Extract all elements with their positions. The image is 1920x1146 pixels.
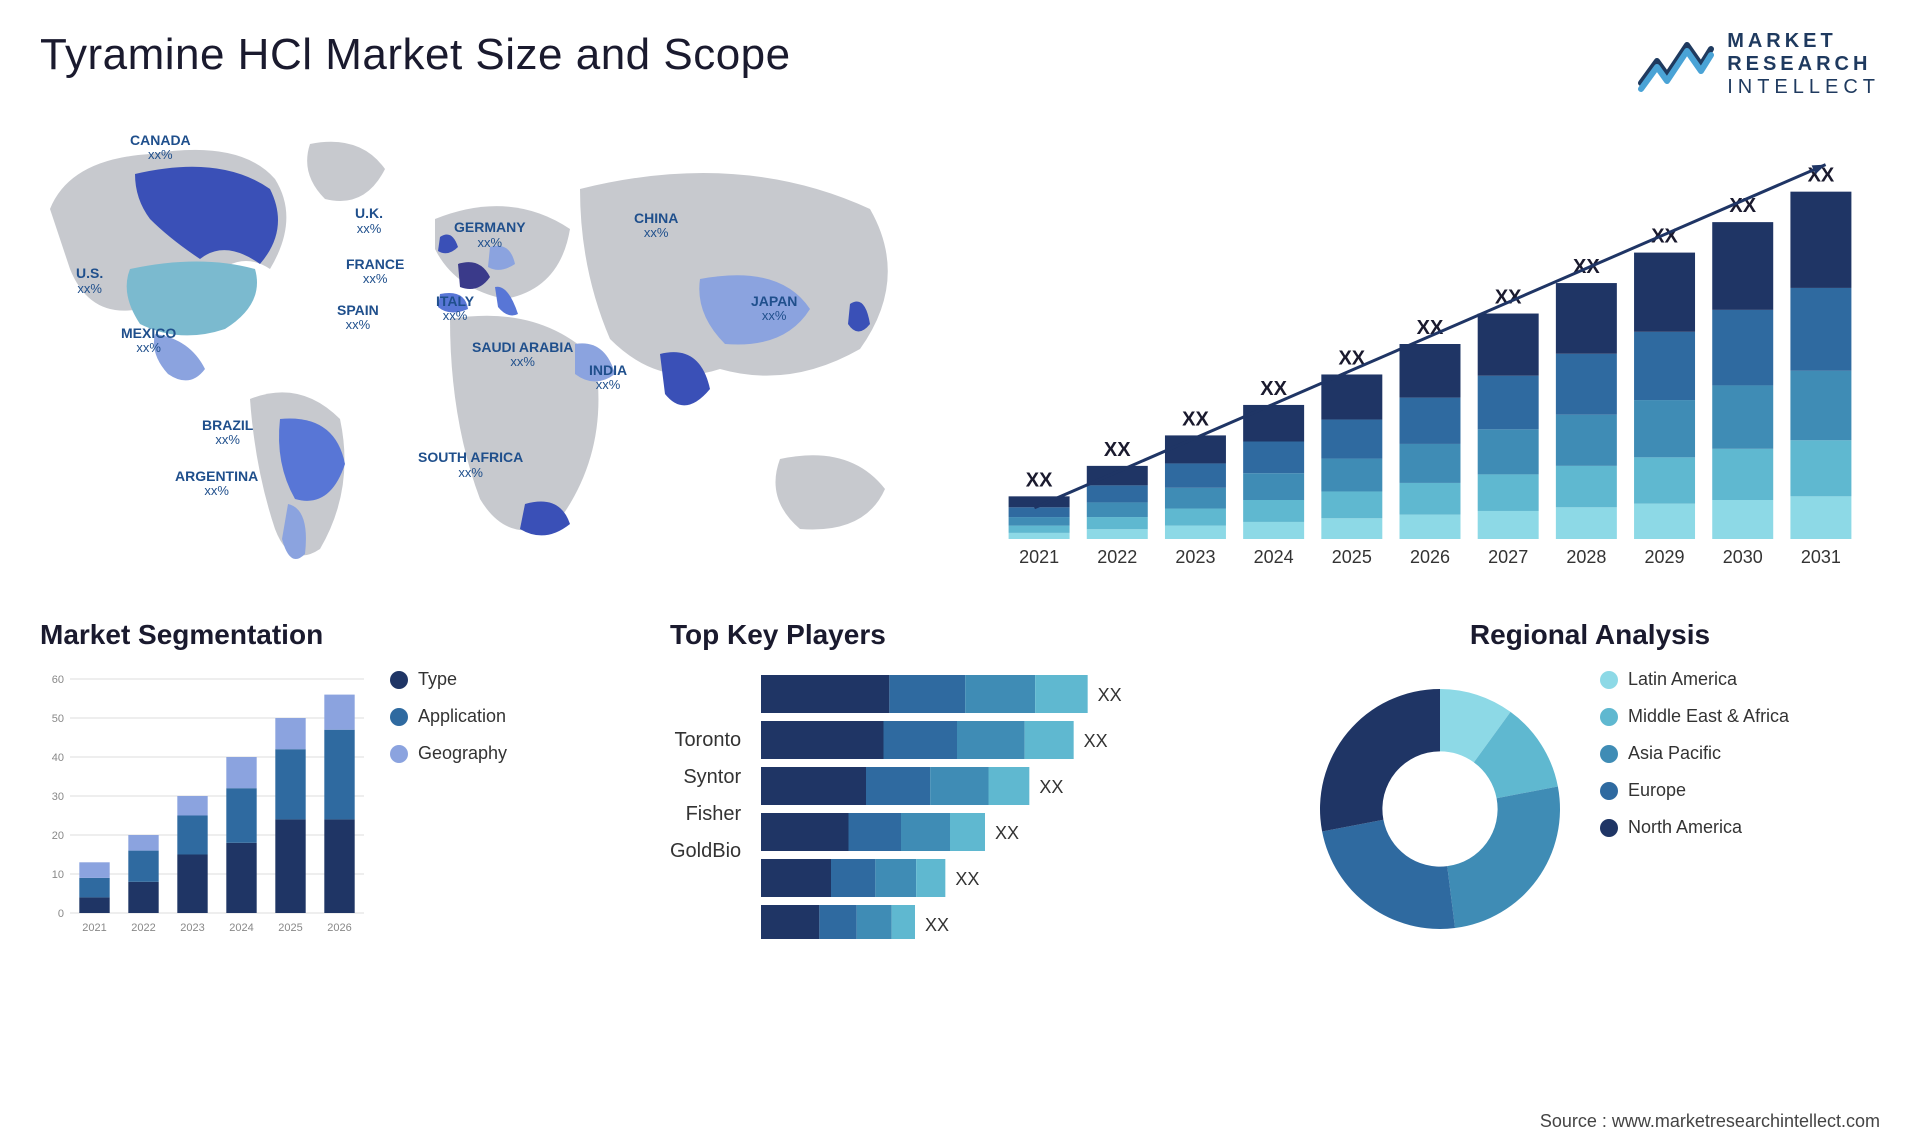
growth-chart-svg: XX2021XX2022XX2023XX2024XX2025XX2026XX20… (980, 119, 1880, 579)
legend-item: Asia Pacific (1600, 743, 1789, 764)
map-label: U.K.xx% (355, 206, 383, 236)
logo-line1: MARKET (1727, 30, 1880, 53)
svg-text:2026: 2026 (1410, 547, 1450, 567)
players-panel: Top Key Players Toronto Syntor Fisher GoldB… (670, 619, 1250, 949)
map-label: INDIAxx% (589, 363, 627, 393)
legend-item: Europe (1600, 780, 1789, 801)
svg-text:2028: 2028 (1566, 547, 1606, 567)
logo-line2: RESEARCH (1727, 53, 1880, 76)
svg-text:0: 0 (58, 908, 64, 920)
player-label: Fisher (670, 803, 741, 826)
svg-text:2026: 2026 (327, 922, 351, 934)
players-labels: Toronto Syntor Fisher GoldBio (670, 729, 741, 863)
segmentation-panel: Market Segmentation 0 10 20 30 40 50 60 2021 202… (40, 619, 620, 949)
svg-text:60: 60 (52, 674, 64, 686)
svg-text:2030: 2030 (1723, 547, 1763, 567)
map-label: SOUTH AFRICAxx% (418, 450, 523, 480)
svg-text:2024: 2024 (1254, 547, 1294, 567)
map-label: MEXICOxx% (121, 326, 176, 356)
map-label: FRANCExx% (346, 257, 404, 287)
legend-item: Application (390, 706, 507, 727)
legend-item: Middle East & Africa (1600, 706, 1789, 727)
svg-text:2027: 2027 (1488, 547, 1528, 567)
svg-text:XX: XX (1098, 685, 1122, 705)
svg-text:10: 10 (52, 869, 64, 881)
svg-text:XX: XX (955, 869, 979, 889)
svg-text:2024: 2024 (229, 922, 253, 934)
svg-text:XX: XX (1104, 439, 1131, 461)
world-map: CANADAxx% U.S.xx% MEXICOxx% BRAZILxx% ARGENT… (40, 119, 940, 579)
regional-title: Regional Analysis (1300, 619, 1880, 651)
svg-text:XX: XX (1026, 469, 1053, 491)
map-label: SAUDI ARABIAxx% (472, 340, 573, 370)
header: Tyramine HCl Market Size and Scope MARKE… (40, 30, 1880, 99)
svg-text:2022: 2022 (131, 922, 155, 934)
svg-text:2025: 2025 (1332, 547, 1372, 567)
player-label: Syntor (670, 766, 741, 789)
segmentation-legend: Type Application Geography (390, 669, 507, 764)
page-title: Tyramine HCl Market Size and Scope (40, 30, 791, 80)
bottom-row: Market Segmentation 0 10 20 30 40 50 60 2021 202… (40, 619, 1880, 949)
segmentation-title: Market Segmentation (40, 619, 620, 651)
legend-item: Geography (390, 743, 507, 764)
map-label: U.S.xx% (76, 266, 103, 296)
segmentation-chart: 0 10 20 30 40 50 60 2021 2022 2023 2024 2025 2026 (40, 669, 370, 939)
logo-line3: INTELLECT (1727, 76, 1880, 99)
regional-donut (1300, 669, 1580, 949)
map-label: SPAINxx% (337, 303, 379, 333)
svg-text:40: 40 (52, 752, 64, 764)
players-chart: XX XX XX XX XX XX (761, 669, 1161, 939)
map-label: CANADAxx% (130, 133, 191, 163)
map-label: ARGENTINAxx% (175, 469, 258, 499)
svg-text:2031: 2031 (1801, 547, 1841, 567)
svg-text:XX: XX (1182, 408, 1209, 430)
svg-text:2022: 2022 (1097, 547, 1137, 567)
svg-text:2023: 2023 (180, 922, 204, 934)
svg-text:XX: XX (1084, 731, 1108, 751)
map-label: CHINAxx% (634, 211, 678, 241)
map-label: BRAZILxx% (202, 418, 253, 448)
top-row: CANADAxx% U.S.xx% MEXICOxx% BRAZILxx% ARGENT… (40, 119, 1880, 579)
svg-text:XX: XX (925, 915, 949, 935)
map-label: GERMANYxx% (454, 220, 526, 250)
svg-text:2021: 2021 (1019, 547, 1059, 567)
svg-text:2025: 2025 (278, 922, 302, 934)
regional-panel: Regional Analysis Latin America Middle Ea… (1300, 619, 1880, 949)
svg-text:2029: 2029 (1645, 547, 1685, 567)
player-label: Toronto (670, 729, 741, 752)
svg-text:XX: XX (1039, 777, 1063, 797)
player-label: GoldBio (670, 840, 741, 863)
svg-text:2021: 2021 (82, 922, 106, 934)
logo-icon (1637, 35, 1715, 95)
svg-text:XX: XX (1260, 378, 1287, 400)
svg-text:30: 30 (52, 791, 64, 803)
svg-text:2023: 2023 (1175, 547, 1215, 567)
legend-item: Latin America (1600, 669, 1789, 690)
svg-text:20: 20 (52, 830, 64, 842)
legend-item: Type (390, 669, 507, 690)
regional-legend: Latin America Middle East & Africa Asia Pa… (1600, 669, 1789, 838)
map-label: JAPANxx% (751, 294, 797, 324)
source-text: Source : www.marketresearchintellect.com (1540, 1111, 1880, 1132)
players-title: Top Key Players (670, 619, 1250, 651)
svg-text:XX: XX (995, 823, 1019, 843)
map-label: ITALYxx% (436, 294, 474, 324)
svg-text:50: 50 (52, 713, 64, 725)
growth-chart: XX2021XX2022XX2023XX2024XX2025XX2026XX20… (980, 119, 1880, 579)
legend-item: North America (1600, 817, 1789, 838)
brand-logo: MARKET RESEARCH INTELLECT (1637, 30, 1880, 99)
